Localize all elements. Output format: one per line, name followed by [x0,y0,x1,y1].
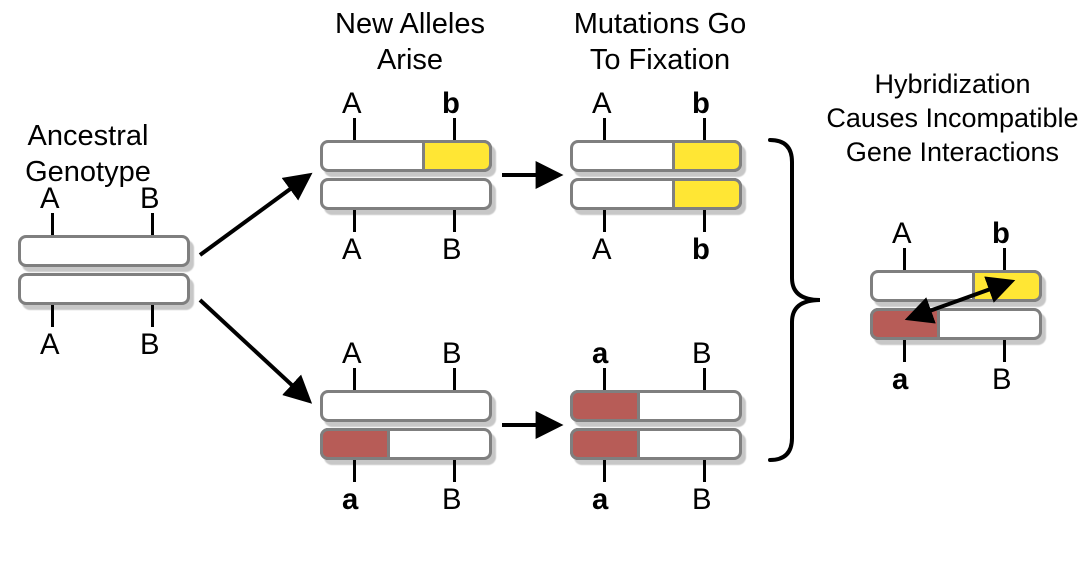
locus-tick [603,460,606,482]
locus-tick [1003,248,1006,270]
allele-label: B [442,484,462,517]
title-ancestral-line1: Ancestral [28,120,149,152]
locus-left [320,428,390,460]
allele-label: a [592,484,608,517]
title-hybrid-line2: Causes Incompatible [826,103,1078,133]
locus-right [672,178,742,210]
locus-tick [903,248,906,270]
diagram-root: Ancestral Genotype New Alleles Arise Mut… [0,0,1082,574]
allele-label: b [692,88,710,121]
locus-tick [353,460,356,482]
allele-label: B [992,364,1012,397]
allele-label: b [442,88,460,121]
title-fixation-line1: Mutations Go [574,8,746,40]
chrom-pair-upper_new: AbAB [320,88,492,262]
allele-label: B [692,484,712,517]
title-hybrid-line3: Gene Interactions [846,137,1059,167]
title-hybrid-line1: Hybridization [874,69,1030,99]
curly-brace [770,140,820,460]
locus-tick [703,210,706,232]
allele-label: b [992,218,1010,251]
allele-label: a [892,364,908,397]
locus-tick [703,118,706,140]
arrow [200,300,308,400]
locus-tick [51,305,54,327]
title-hybrid: Hybridization Causes Incompatible Gene I… [820,68,1082,169]
chromosome-bar [18,235,190,267]
locus-tick [353,368,356,390]
allele-label: B [442,338,462,371]
allele-label: A [592,234,612,267]
locus-tick [151,305,154,327]
locus-tick [703,460,706,482]
title-new-alleles-line2: Arise [377,44,443,76]
title-ancestral: Ancestral Genotype [18,118,158,191]
allele-label: A [342,234,362,267]
locus-tick [603,210,606,232]
locus-left [870,308,940,340]
arrow [200,176,308,255]
locus-tick [453,210,456,232]
allele-label: A [342,338,362,371]
title-fixation: Mutations Go To Fixation [545,6,775,79]
allele-label: a [342,484,358,517]
locus-tick [603,368,606,390]
chrom-pair-lower_fix: aBaB [570,338,742,512]
chromosome-bar [320,178,492,210]
allele-label: A [40,183,60,216]
locus-left [570,428,640,460]
allele-label: B [692,338,712,371]
allele-label: B [140,329,160,362]
title-new-alleles-line1: New Alleles [335,8,485,40]
title-new-alleles: New Alleles Arise [300,6,520,79]
locus-tick [703,368,706,390]
locus-tick [353,118,356,140]
chrom-pair-hybrid: AbaB [870,218,1042,392]
locus-tick [1003,340,1006,362]
allele-label: A [40,329,60,362]
chrom-pair-upper_fix: AbAb [570,88,742,262]
locus-tick [903,340,906,362]
locus-tick [353,210,356,232]
allele-label: B [442,234,462,267]
title-fixation-line2: To Fixation [590,44,730,76]
locus-right [972,270,1042,302]
locus-right [422,140,492,172]
allele-label: a [592,338,608,371]
allele-label: A [342,88,362,121]
allele-label: A [592,88,612,121]
allele-label: A [892,218,912,251]
locus-tick [603,118,606,140]
locus-tick [453,118,456,140]
allele-label: b [692,234,710,267]
locus-tick [453,460,456,482]
chrom-pair-ancestral: ABAB [18,183,190,357]
locus-tick [151,213,154,235]
chromosome-bar [320,390,492,422]
locus-tick [51,213,54,235]
locus-right [672,140,742,172]
locus-left [570,390,640,422]
allele-label: B [140,183,160,216]
chrom-pair-lower_new: ABaB [320,338,492,512]
locus-tick [453,368,456,390]
chromosome-bar [18,273,190,305]
